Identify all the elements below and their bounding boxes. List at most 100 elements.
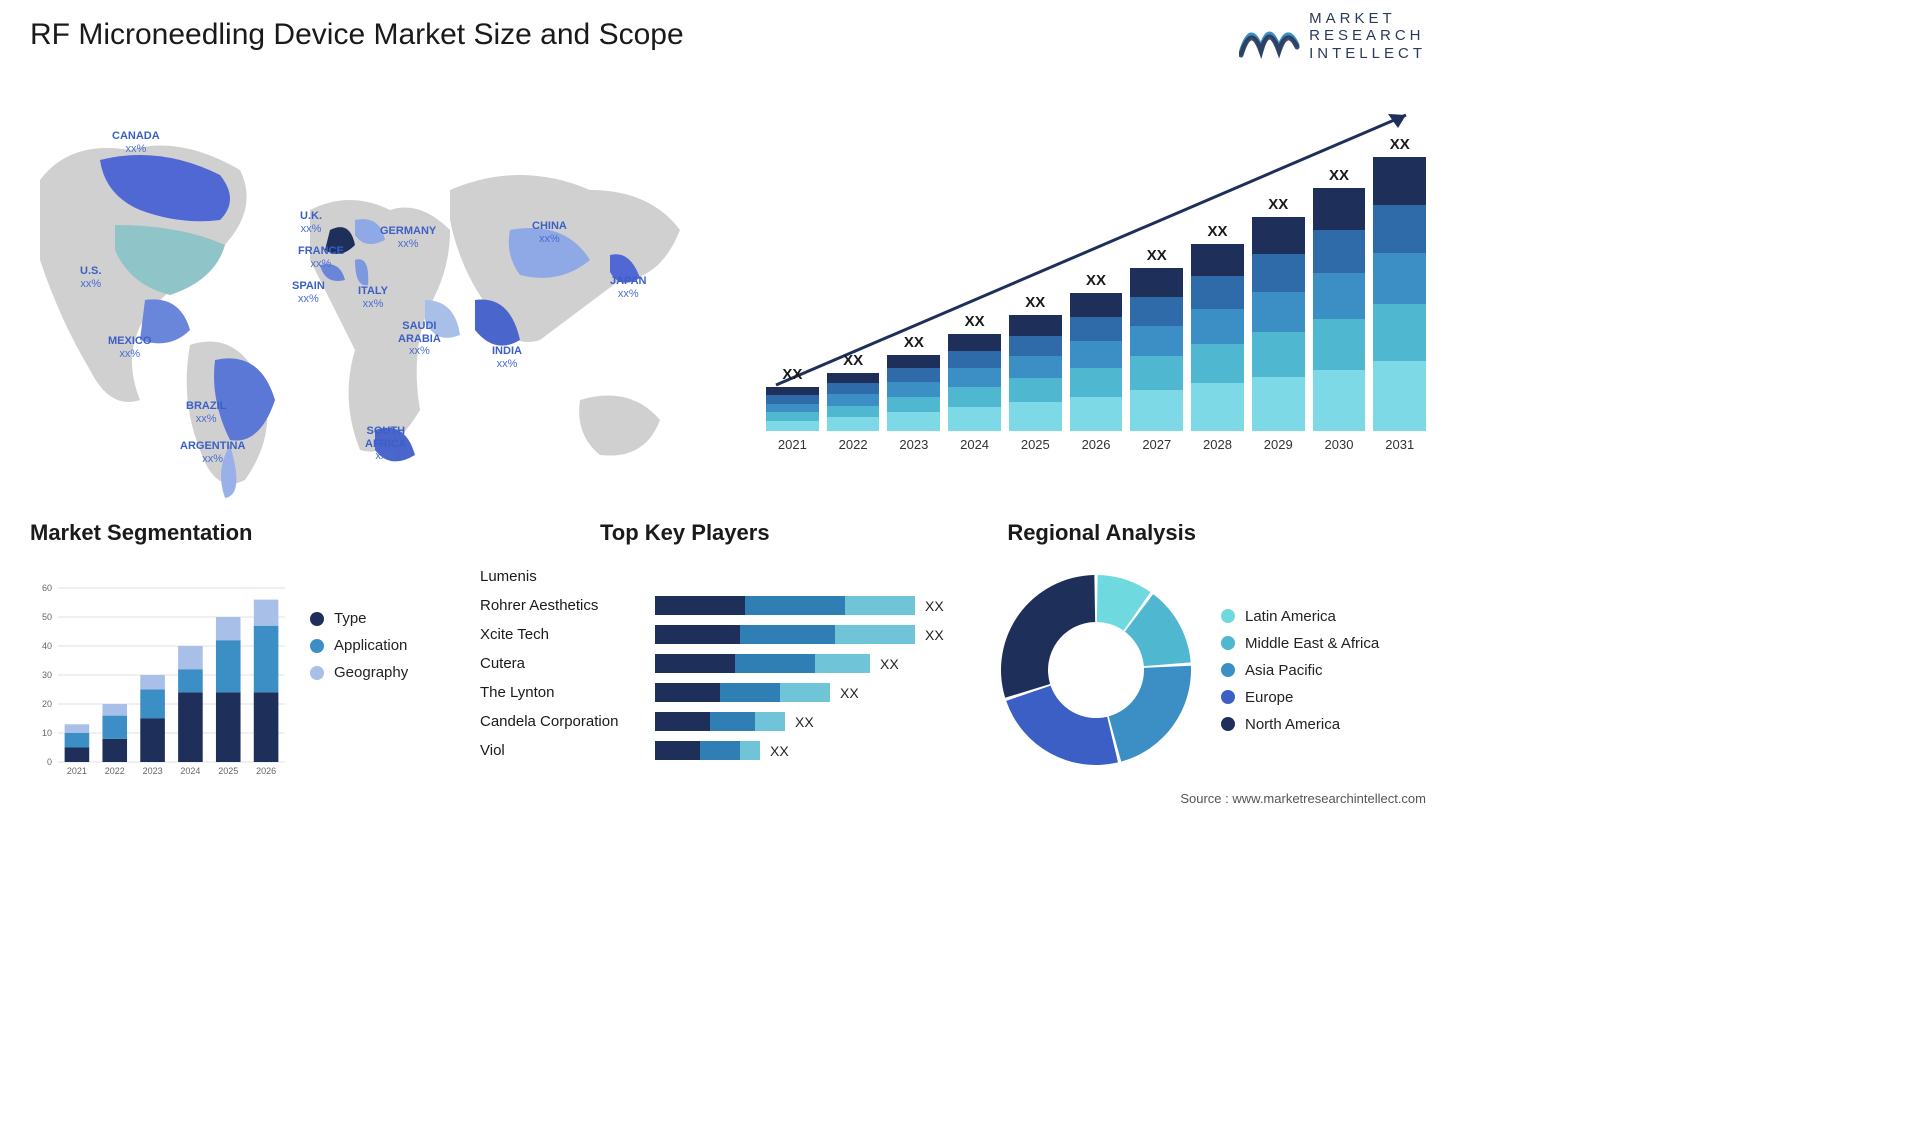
growth-bar-2029: XX 2029 [1252,196,1305,452]
growth-bar-segment [948,407,1001,431]
growth-bar-stack [1009,315,1062,431]
growth-bar-segment [1373,361,1426,431]
logo-line1: MARKET [1309,10,1426,27]
growth-bar-segment [1373,253,1426,304]
growth-bar-segment [1070,317,1123,341]
growth-bar-segment [887,397,940,412]
growth-bar-value: XX [904,334,924,351]
growth-bar-segment [1009,402,1062,431]
growth-bar-segment [948,368,1001,387]
player-value: XX [840,685,859,701]
players-title: Top Key Players [600,520,770,546]
player-bar-segment [740,625,835,644]
growth-bar-segment [1070,397,1123,431]
growth-bar-segment [766,395,819,404]
player-name: Lumenis [480,568,655,585]
regional-legend-item: Asia Pacific [1221,662,1379,679]
map-label: JAPANxx% [610,275,646,300]
growth-bar-year: 2028 [1203,437,1232,452]
growth-bar-2026: XX2026 [1070,272,1123,452]
svg-text:30: 30 [42,670,52,680]
growth-bar-segment [766,421,819,431]
growth-bar-segment [1191,309,1244,345]
growth-bar-segment [766,387,819,396]
map-label: BRAZILxx% [186,400,226,425]
growth-bar-year: 2030 [1325,437,1354,452]
player-bar-segment [735,654,815,673]
growth-bar-segment [1313,319,1366,370]
svg-text:20: 20 [42,699,52,709]
map-label: U.S.xx% [80,265,101,290]
player-row: Xcite TechXX [480,622,960,647]
svg-text:2025: 2025 [218,766,238,776]
growth-bar-year: 2022 [839,437,868,452]
segmentation-legend-item: Application [310,637,408,654]
growth-bar-year: 2021 [778,437,807,452]
growth-bar-year: 2029 [1264,437,1293,452]
player-bar [655,683,830,702]
growth-bar-segment [1009,378,1062,402]
growth-bar-segment [1130,297,1183,326]
svg-text:2026: 2026 [256,766,276,776]
player-row: Lumenis [480,564,960,589]
players-chart: LumenisRohrer AestheticsXXXcite TechXXCu… [480,560,960,785]
growth-bar-segment [827,373,880,383]
growth-bar-value: XX [1329,167,1349,184]
player-value: XX [795,714,814,730]
growth-bar-2022: XX2022 [827,352,880,452]
growth-bar-year: 2031 [1385,437,1414,452]
growth-bar-value: XX [1208,223,1228,240]
regional-chart: Latin America Middle East & Africa Asia Pa… [996,560,1426,780]
legend-label: Europe [1245,689,1293,706]
player-bar-segment [815,654,870,673]
legend-label: Type [334,610,367,627]
legend-dot-icon [1221,663,1235,677]
growth-bar-value: XX [1268,196,1288,213]
growth-bar-year: 2023 [899,437,928,452]
player-name: The Lynton [480,684,655,701]
legend-label: Application [334,637,407,654]
map-label: ITALYxx% [358,285,388,310]
growth-bar-segment [1373,157,1426,205]
svg-text:50: 50 [42,612,52,622]
legend-dot-icon [310,639,324,653]
growth-bar-year: 2027 [1142,437,1171,452]
growth-bar-stack [1313,188,1366,431]
growth-bar-stack [1191,244,1244,431]
map-label: ARGENTINAxx% [180,440,245,465]
growth-bar-segment [766,404,819,413]
growth-bar-stack [1252,217,1305,431]
player-name: Rohrer Aesthetics [480,597,655,614]
player-row: The Lynton XX [480,680,960,705]
growth-bar-stack [887,355,940,431]
growth-bar-value: XX [782,366,802,383]
growth-bar-segment [1313,370,1366,431]
svg-text:10: 10 [42,728,52,738]
growth-bar-stack [1373,157,1426,431]
regional-title: Regional Analysis [1007,520,1196,546]
growth-bar-2031: XX 2031 [1373,136,1426,452]
legend-dot-icon [310,666,324,680]
player-name: Candela Corporation [480,713,655,730]
growth-bar-segment [1009,336,1062,356]
growth-bar-2028: XX 2028 [1191,223,1244,452]
growth-bar-2030: XX 2030 [1313,167,1366,452]
player-name: Xcite Tech [480,626,655,643]
growth-bar-segment [948,334,1001,351]
player-bar-segment [700,741,740,760]
legend-dot-icon [1221,609,1235,623]
growth-bar-segment [827,417,880,431]
growth-bar-segment [1313,188,1366,231]
growth-bar-value: XX [1390,136,1410,153]
growth-bar-2027: XX2027 [1130,247,1183,452]
regional-legend-item: Middle East & Africa [1221,635,1379,652]
player-bar [655,712,785,731]
regional-legend-item: Europe [1221,689,1379,706]
svg-text:60: 60 [42,583,52,593]
player-bar-segment [655,741,700,760]
regional-legend-item: Latin America [1221,608,1379,625]
growth-bar-segment [1009,315,1062,335]
legend-dot-icon [1221,717,1235,731]
legend-label: Geography [334,664,408,681]
brand-logo: MARKET RESEARCH INTELLECT [1239,10,1426,62]
